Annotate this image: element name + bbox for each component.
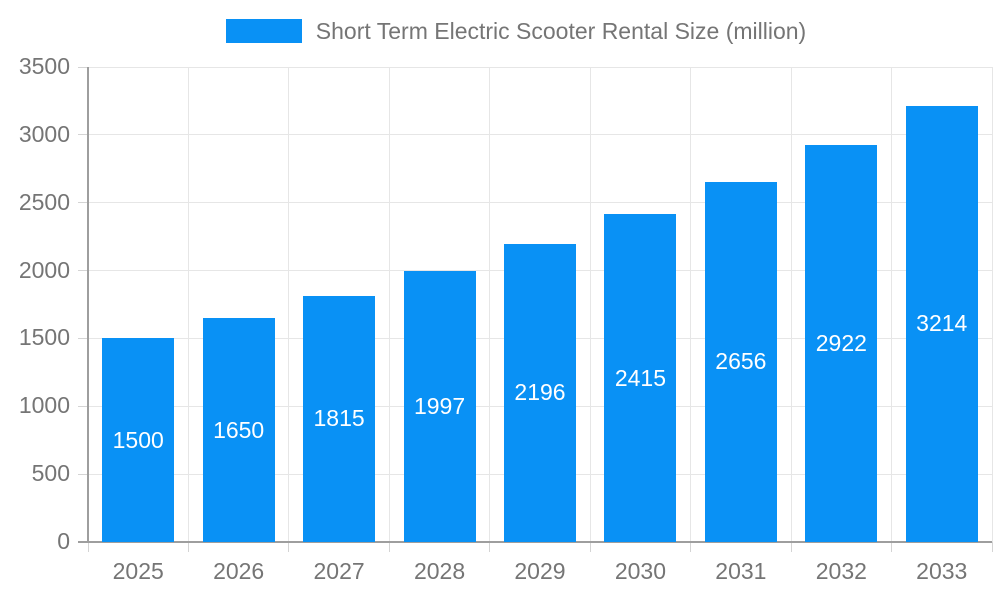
bar: 2656 <box>704 181 777 542</box>
y-axis-tick <box>78 473 88 475</box>
x-axis-tick-label: 2031 <box>715 558 767 584</box>
x-gridline <box>489 67 491 542</box>
bar-value-label: 1815 <box>313 405 365 432</box>
x-axis-tick <box>690 542 692 552</box>
bar-value-label: 1997 <box>413 392 466 419</box>
x-gridline <box>790 67 792 542</box>
y-axis-tick <box>78 270 88 272</box>
y-axis-tick-label: 0 <box>57 528 70 554</box>
y-axis-tick <box>78 337 88 339</box>
y-axis-tick-label: 2000 <box>18 256 70 283</box>
x-axis-tick <box>489 542 491 552</box>
bar: 1997 <box>403 270 476 542</box>
x-axis-tick <box>891 542 893 552</box>
x-axis-tick-label: 2032 <box>815 558 867 584</box>
y-axis-tick-label: 3500 <box>18 53 70 79</box>
bar-value-label: 2196 <box>514 379 566 406</box>
bar-value-label: 2415 <box>614 364 667 391</box>
y-axis-tick <box>78 66 88 68</box>
legend-label: Short Term Electric Scooter Rental Size … <box>315 18 807 44</box>
x-gridline <box>891 67 893 542</box>
bar-value-label: 2656 <box>715 348 767 375</box>
x-axis-tick-label: 2033 <box>916 558 968 584</box>
x-axis-tick-label: 2025 <box>112 558 164 584</box>
bar: 2196 <box>504 243 576 542</box>
y-axis-tick-label: 3000 <box>18 120 70 147</box>
x-axis-tick-label: 2026 <box>213 558 265 584</box>
y-axis-tick-label: 2500 <box>18 188 70 215</box>
bar: 2415 <box>604 214 677 542</box>
x-axis-tick <box>589 542 591 552</box>
y-axis-tick <box>78 202 88 204</box>
bar: 1500 <box>102 338 175 542</box>
legend[interactable]: Short Term Electric Scooter Rental Size … <box>16 18 1000 44</box>
y-axis-tick <box>78 405 88 407</box>
y-axis-tick-label: 1000 <box>18 392 70 419</box>
bar: 1650 <box>202 318 275 542</box>
x-axis-tick <box>991 542 993 552</box>
x-gridline <box>187 67 189 542</box>
bar-value-label: 1500 <box>112 426 164 453</box>
bar-value-label: 2922 <box>815 330 867 357</box>
y-axis-tick-label: 500 <box>31 460 70 487</box>
x-axis-tick-label: 2030 <box>614 558 667 584</box>
y-axis-line <box>87 67 89 542</box>
x-gridline <box>589 67 591 542</box>
legend-swatch <box>225 19 302 43</box>
x-axis-line <box>78 541 992 543</box>
bar: 1815 <box>303 295 376 542</box>
bar: 2922 <box>805 145 878 542</box>
x-axis-tick <box>790 542 792 552</box>
x-gridline <box>991 67 993 542</box>
y-axis-tick-label: 1500 <box>18 324 70 351</box>
y-gridline <box>88 202 992 204</box>
y-axis-tick <box>78 134 88 136</box>
bar-value-label: 3214 <box>916 310 968 337</box>
x-axis-tick-label: 2028 <box>413 558 466 584</box>
y-gridline <box>88 134 992 136</box>
x-axis-tick-label: 2027 <box>313 558 365 584</box>
x-gridline <box>388 67 390 542</box>
x-axis-tick <box>288 542 290 552</box>
x-gridline <box>288 67 290 542</box>
bar: 3214 <box>905 105 978 542</box>
x-axis-tick <box>187 542 189 552</box>
y-gridline <box>88 66 992 68</box>
x-gridline <box>690 67 692 542</box>
bar-value-label: 1650 <box>213 416 265 443</box>
x-axis-tick <box>87 542 89 552</box>
x-axis-tick <box>388 542 390 552</box>
x-axis-tick-label: 2029 <box>514 558 566 584</box>
